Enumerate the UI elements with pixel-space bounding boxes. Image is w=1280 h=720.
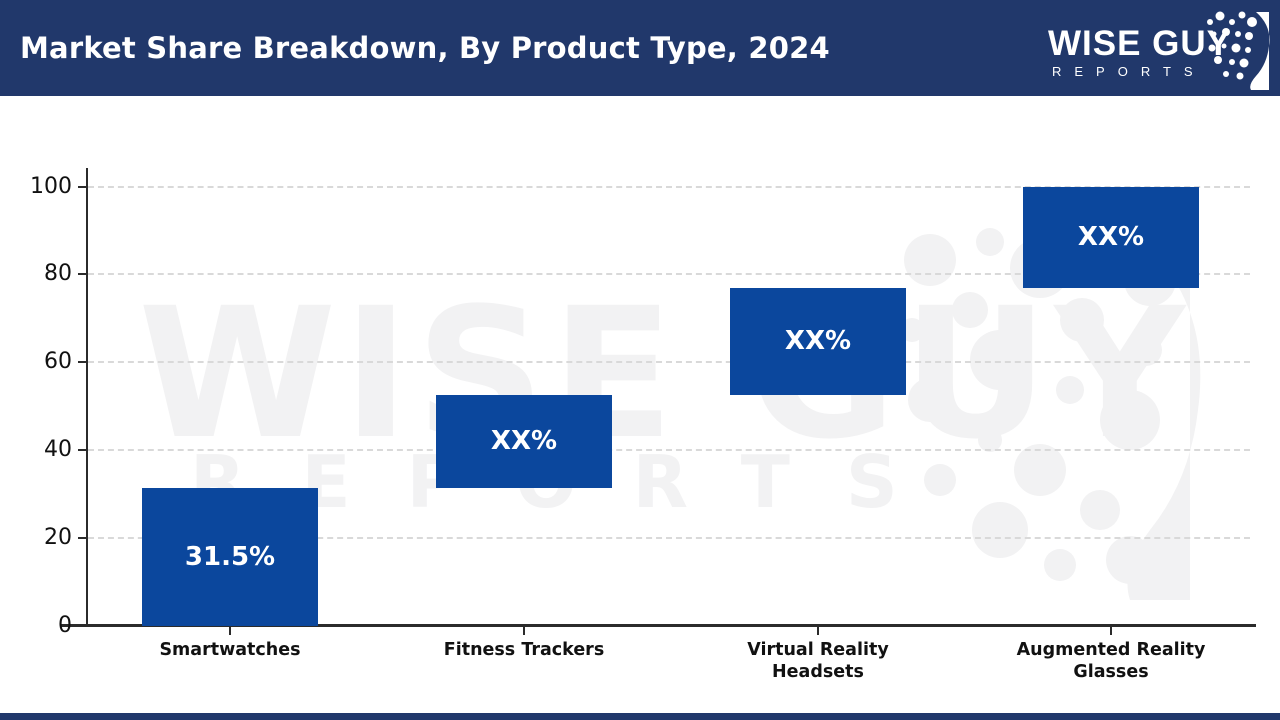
bar-value-label-3: XX% (1077, 222, 1145, 253)
category-label-3: Augmented Reality Glasses (1016, 640, 1206, 682)
bar-value-label-2: XX% (784, 326, 852, 357)
footer-bar (0, 713, 1280, 720)
x-tick-0 (229, 627, 231, 635)
y-tick-0 (78, 625, 86, 627)
logo-subtitle: REPORTS (1052, 64, 1206, 79)
x-axis-line (60, 624, 1256, 627)
y-tick-80 (78, 273, 86, 276)
y-tick-label-80: 80 (44, 261, 72, 287)
gridline-80 (88, 273, 1250, 276)
bar-0: 31.5% (142, 487, 318, 626)
gridline-60 (88, 361, 1250, 364)
wiseguy-logo: WISE GUY REPORTS (1020, 6, 1270, 92)
y-axis-line (86, 168, 88, 626)
y-tick-20 (78, 537, 86, 540)
y-tick-60 (78, 361, 86, 364)
gridline-20 (88, 537, 1250, 540)
bar-2: XX% (730, 287, 906, 396)
x-tick-1 (523, 627, 525, 635)
y-tick-label-0: 0 (58, 613, 72, 638)
x-tick-3 (1110, 627, 1112, 635)
x-tick-2 (817, 627, 819, 635)
logo-dotted-head-icon (1207, 11, 1270, 90)
y-tick-40 (78, 449, 86, 452)
bar-value-label-0: 31.5% (184, 541, 276, 572)
category-label-0: Smartwatches (159, 640, 301, 660)
header-bar: Market Share Breakdown, By Product Type,… (0, 0, 1280, 96)
category-label-2: Virtual Reality Headsets (747, 640, 889, 682)
y-tick-label-60: 60 (44, 349, 72, 375)
bar-1: XX% (436, 395, 612, 488)
y-tick-label-100: 100 (30, 173, 72, 199)
bar-3: XX% (1023, 186, 1199, 288)
y-tick-100 (78, 185, 86, 188)
logo-wordmark: WISE GUY (1048, 24, 1232, 63)
bar-value-label-1: XX% (490, 426, 558, 457)
gridline-40 (88, 449, 1250, 452)
y-tick-label-40: 40 (44, 437, 72, 463)
gridline-100 (88, 185, 1250, 188)
category-label-1: Fitness Trackers (443, 640, 605, 660)
chart-title: Market Share Breakdown, By Product Type,… (20, 31, 830, 65)
y-tick-label-20: 20 (44, 525, 72, 551)
